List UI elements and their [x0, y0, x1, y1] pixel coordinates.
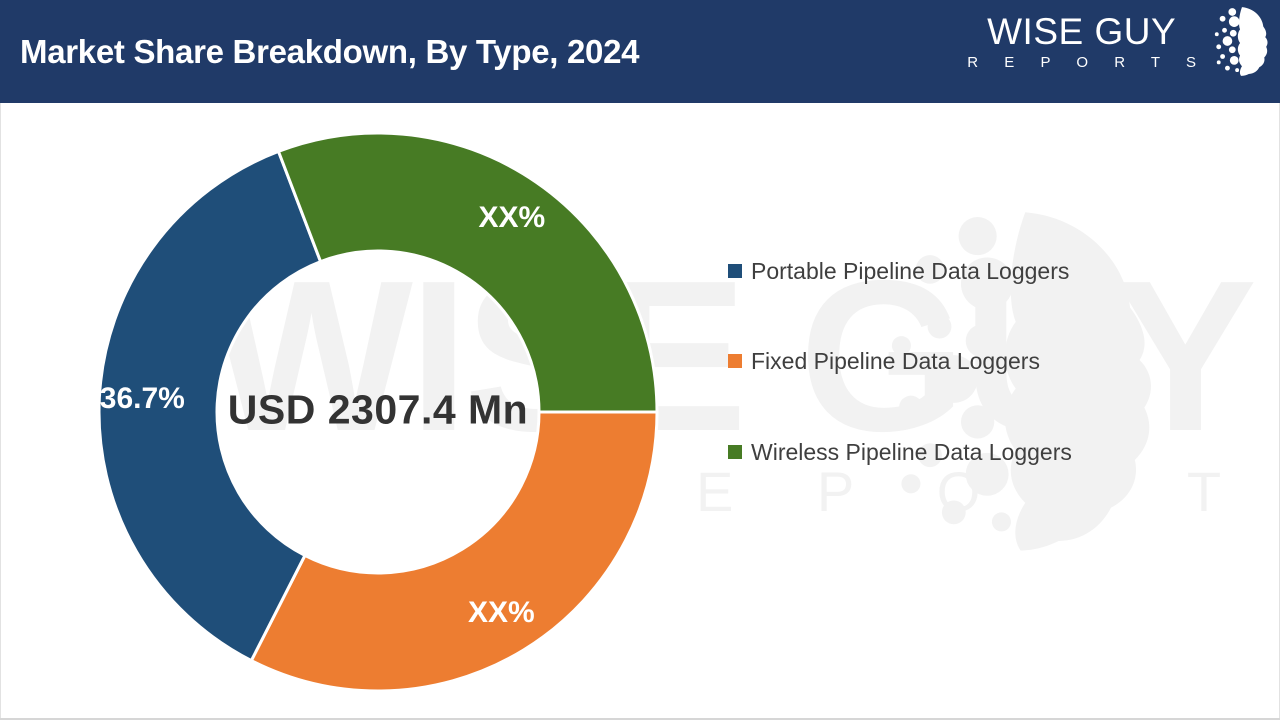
watermark-reports-text: R E P O R T S — [572, 460, 1280, 523]
legend-item-fixed: Fixed Pipeline Data Loggers — [728, 346, 1040, 376]
slice-portable-pipeline-data-loggers — [97, 149, 323, 663]
slice-label: XX% — [467, 596, 535, 630]
logo-face-icon — [1214, 7, 1268, 76]
legend-item-wireless: Wireless Pipeline Data Loggers — [728, 437, 1072, 467]
legend-label: Wireless Pipeline Data Loggers — [751, 438, 1072, 465]
slice-label: 36.7% — [99, 382, 185, 416]
slice-wireless-pipeline-data-loggers — [276, 131, 659, 414]
legend-swatch-fixed-icon — [728, 354, 742, 368]
logo-line1: WISE GUY — [987, 11, 1177, 53]
slice-label: XX% — [478, 200, 546, 234]
slice-fixed-pipeline-data-loggers — [249, 410, 659, 693]
header-bar: Market Share Breakdown, By Type, 2024 WI… — [0, 0, 1280, 103]
logo-wordmark: WISE GUY R E P O R T S — [956, 11, 1207, 71]
legend-label: Fixed Pipeline Data Loggers — [751, 347, 1040, 374]
bottom-border-line — [0, 718, 1280, 720]
logo-line2: R E P O R T S — [967, 53, 1207, 71]
legend-label: Portable Pipeline Data Loggers — [751, 257, 1070, 284]
chart-center-value: USD 2307.4 Mn — [227, 386, 529, 433]
legend-swatch-wireless-icon — [728, 445, 742, 459]
legend-swatch-portable-icon — [728, 264, 742, 278]
page-title: Market Share Breakdown, By Type, 2024 — [20, 32, 640, 70]
legend-item-portable: Portable Pipeline Data Loggers — [728, 256, 1069, 286]
wise-guy-reports-logo: WISE GUY R E P O R T S — [956, 3, 1272, 79]
